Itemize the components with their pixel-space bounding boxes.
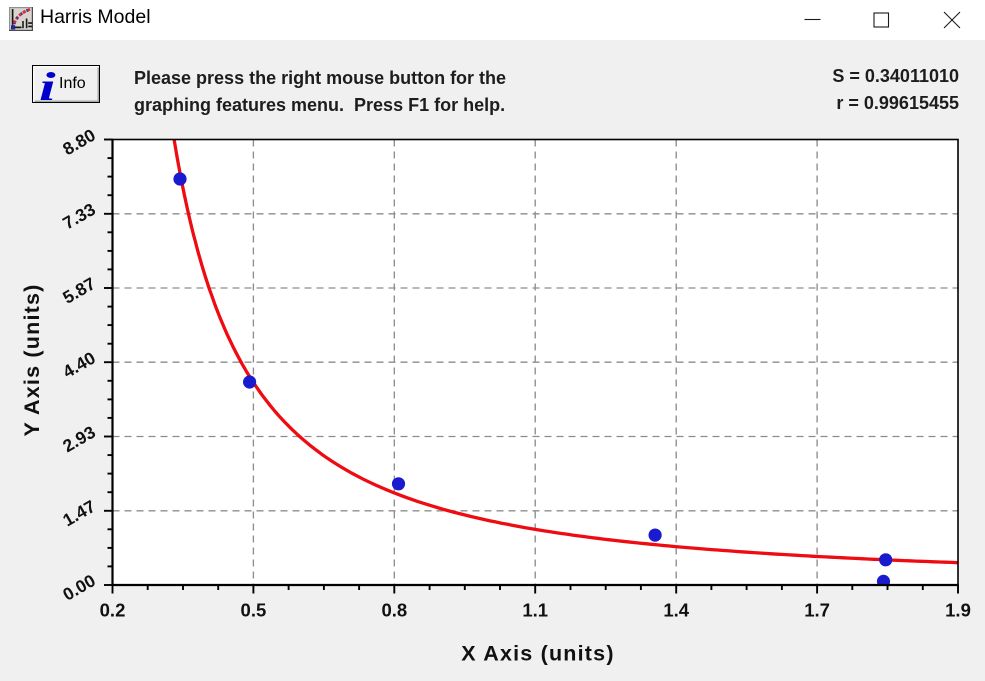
svg-text:X Axis (units): X Axis (units) <box>461 642 614 666</box>
svg-text:8.80: 8.80 <box>59 125 99 159</box>
svg-text:4.40: 4.40 <box>59 347 99 381</box>
svg-text:2.93: 2.93 <box>59 422 99 456</box>
svg-text:0.2: 0.2 <box>100 600 126 621</box>
svg-text:0.8: 0.8 <box>381 600 407 621</box>
svg-text:5.87: 5.87 <box>59 273 98 307</box>
svg-text:0.00: 0.00 <box>59 570 99 604</box>
svg-text:1.7: 1.7 <box>804 600 830 621</box>
svg-text:7.33: 7.33 <box>59 199 99 233</box>
svg-text:Y Axis (units): Y Axis (units) <box>20 284 44 437</box>
svg-text:0.5: 0.5 <box>241 600 267 621</box>
svg-text:1.1: 1.1 <box>522 600 548 621</box>
svg-text:1.9: 1.9 <box>945 600 971 621</box>
svg-text:1.4: 1.4 <box>663 600 689 621</box>
svg-text:1.47: 1.47 <box>59 496 98 530</box>
